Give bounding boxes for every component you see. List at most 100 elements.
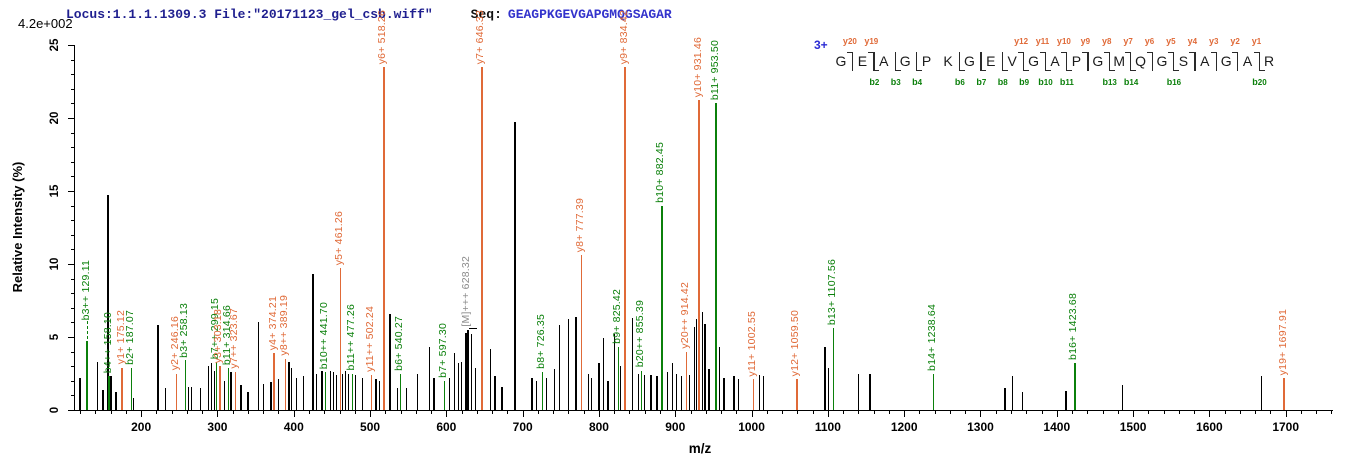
x-minor-tick [1148, 411, 1150, 414]
b-ion-label: b7 [976, 77, 987, 87]
peak [277, 379, 280, 410]
peak [598, 363, 600, 410]
y-minor-tick [71, 88, 74, 90]
peak [157, 325, 159, 410]
peak [210, 363, 213, 410]
peak [470, 334, 473, 410]
peak-y3+ [219, 366, 221, 410]
cleavage-foot-top [1210, 52, 1216, 54]
b-ion-label: b16 [1166, 77, 1182, 87]
peak [448, 377, 451, 410]
sequence-text: GEAGPKGEVGAPGMQGSAGAR [507, 7, 672, 22]
x-minor-tick [629, 411, 631, 414]
x-minor-tick [278, 411, 280, 414]
peak-label: b14+ 1238.64 [926, 303, 939, 371]
peak [501, 386, 503, 410]
residue: G [1028, 53, 1040, 69]
cleavage-foot-bottom [959, 70, 965, 72]
x-minor-tick [736, 411, 738, 414]
y-minor-tick [71, 74, 74, 76]
x-tick-label: 200 [131, 420, 152, 434]
peak-label: y5+ 461.26 [332, 211, 345, 266]
b-ion-label: b20 [1252, 77, 1267, 87]
b-ion-label: b4 [912, 77, 923, 87]
peak-y8+ [581, 255, 583, 410]
y-ion-label: y20 [842, 36, 857, 46]
y-minor-tick [71, 380, 74, 382]
peak [857, 373, 860, 410]
peak [361, 377, 364, 410]
y-ion-label: y11 [1035, 36, 1050, 46]
peak-b11+ [715, 103, 718, 410]
residue: G [1092, 53, 1104, 69]
y-major-tick [68, 264, 74, 265]
x-minor-tick [537, 411, 539, 414]
y-ion-label: y3 [1208, 36, 1219, 46]
peak [190, 386, 193, 410]
residue: E [857, 53, 868, 69]
x-minor-tick [919, 411, 921, 414]
x-minor-tick [1011, 411, 1012, 414]
b-ion-label: b11 [1059, 77, 1074, 87]
peak-label: b20++ 855.39 [633, 300, 646, 368]
x-minor-tick [263, 411, 265, 414]
peak-b14+ [932, 373, 935, 410]
x-minor-tick [80, 411, 82, 414]
x-minor-tick [782, 411, 784, 414]
b-ion-label: b3 [890, 77, 901, 87]
residue: A [1050, 53, 1060, 69]
peak-label: b3+ 258.13 [178, 302, 190, 358]
peak [702, 312, 704, 410]
y-minor-tick [71, 147, 74, 149]
peak [213, 370, 216, 410]
x-minor-tick [461, 411, 463, 414]
peak [619, 366, 622, 410]
peak-label-leader [87, 321, 89, 340]
peak-b3+ [184, 360, 187, 410]
x-minor-tick [553, 411, 555, 414]
peak-label: [M]+++ 628.32 [460, 256, 473, 327]
cleavage-bar [1108, 52, 1110, 71]
peak-[M]+++ [467, 329, 469, 410]
x-minor-tick [949, 411, 951, 414]
cleavage-foot-top [1167, 52, 1173, 54]
residue: G [835, 53, 847, 69]
y-ion-label: y10 [1056, 36, 1071, 46]
b-ion-label: b10 [1038, 77, 1053, 87]
peak [347, 373, 350, 410]
cleavage-foot-top [1232, 52, 1238, 54]
cleavage-bar [1023, 52, 1025, 71]
peak [329, 370, 332, 410]
peak [1260, 376, 1262, 410]
x-major-tick [675, 411, 677, 417]
y-major-tick [68, 191, 74, 192]
peak [1021, 392, 1024, 410]
x-minor-tick [125, 411, 127, 414]
x-minor-tick [568, 411, 570, 414]
x-minor-tick [660, 411, 661, 414]
peak [489, 348, 492, 410]
peak [296, 377, 298, 410]
x-minor-tick [705, 411, 707, 414]
precursor-marker [469, 327, 478, 329]
peak [96, 361, 99, 410]
x-minor-tick [1300, 411, 1302, 414]
x-minor-tick [843, 411, 845, 414]
x-major-tick [980, 411, 982, 417]
x-minor-tick [171, 411, 173, 414]
peak-label: y19+ 1697.91 [1276, 308, 1289, 375]
peak [827, 367, 830, 410]
peak-label: b7+ 597.30 [436, 322, 449, 378]
peak [587, 373, 589, 410]
peak-label: y8+ 777.39 [574, 197, 587, 253]
cleavage-bar [1130, 52, 1132, 71]
peak-y7++ [234, 372, 237, 410]
peak [433, 377, 435, 410]
peak [457, 363, 460, 410]
residue: A [879, 53, 889, 69]
peak [671, 363, 673, 410]
peak [247, 392, 249, 410]
peak [132, 398, 135, 410]
peak-label: b4++ 158.10 [101, 312, 114, 374]
peak [558, 325, 560, 410]
